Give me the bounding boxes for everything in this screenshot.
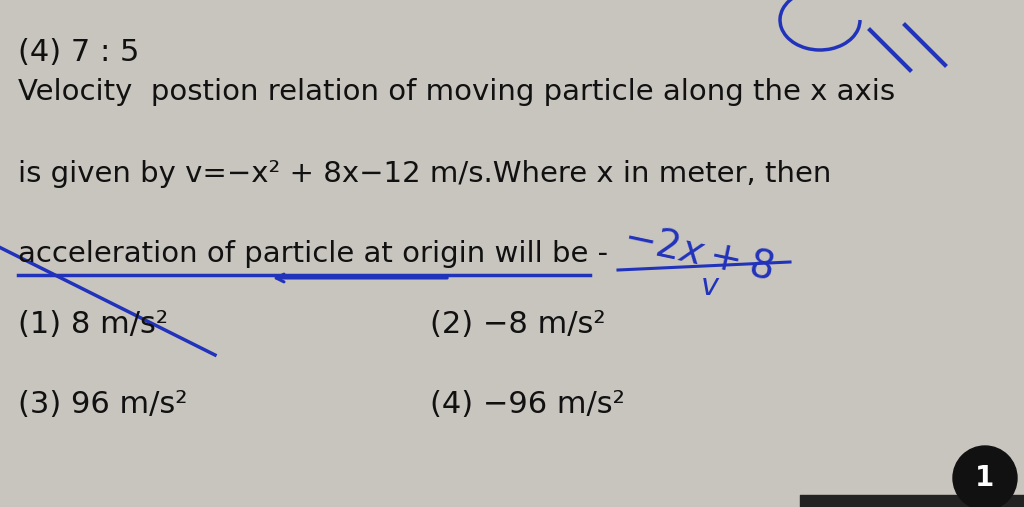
Text: (4) 7 : 5: (4) 7 : 5 — [18, 38, 139, 67]
Text: (3) 96 m/s²: (3) 96 m/s² — [18, 390, 187, 419]
Text: Velocity  postion relation of moving particle along the x axis: Velocity postion relation of moving part… — [18, 78, 895, 106]
Text: (2) −8 m/s²: (2) −8 m/s² — [430, 310, 605, 339]
Text: is given by v=−x² + 8x−12 m/s.Where x in meter, then: is given by v=−x² + 8x−12 m/s.Where x in… — [18, 160, 831, 188]
Text: 1: 1 — [976, 464, 994, 492]
Text: $v$: $v$ — [700, 272, 721, 301]
Text: (4) −96 m/s²: (4) −96 m/s² — [430, 390, 625, 419]
Text: acceleration of particle at origin will be -: acceleration of particle at origin will … — [18, 240, 608, 268]
Text: (1) 8 m/s²: (1) 8 m/s² — [18, 310, 168, 339]
Circle shape — [953, 446, 1017, 507]
Text: $-2x+8$: $-2x+8$ — [620, 218, 777, 287]
